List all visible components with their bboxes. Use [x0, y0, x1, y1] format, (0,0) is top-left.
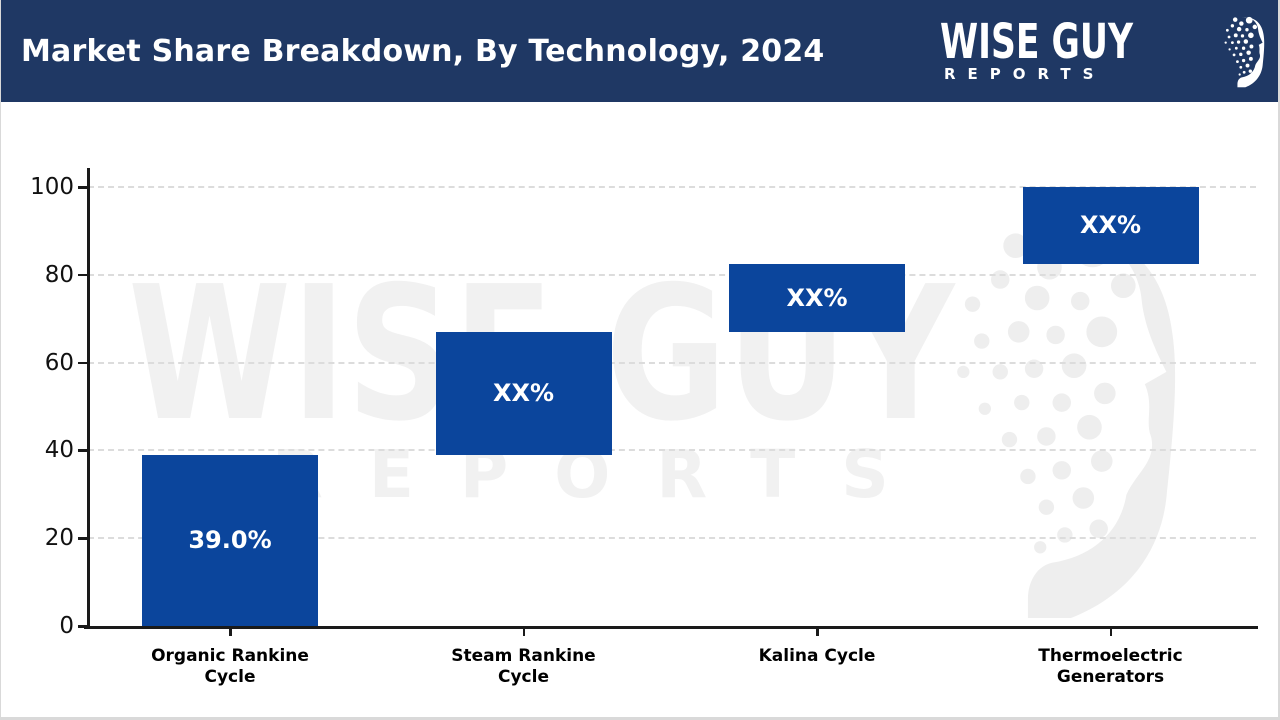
category-label: Steam Rankine Cycle	[394, 646, 654, 688]
y-axis-tick	[78, 625, 88, 628]
bar-segment: XX%	[435, 331, 612, 455]
y-axis-tick	[78, 449, 88, 452]
y-axis-tick	[78, 361, 88, 365]
y-axis-tick-label: 100	[30, 174, 74, 200]
bar-segment: 39.0%	[142, 454, 318, 626]
bar-value-label: XX%	[1079, 211, 1142, 240]
category-label-line: Steam Rankine	[451, 646, 596, 666]
y-axis-tick-label: 0	[59, 613, 74, 639]
page-title: Market Share Breakdown, By Technology, 2…	[21, 33, 825, 69]
category-label-line: Generators	[1056, 667, 1165, 687]
y-axis-tick-label: 20	[44, 525, 74, 552]
category-label-line: Cycle	[498, 667, 549, 687]
bar-segment: XX%	[729, 263, 905, 332]
x-axis-tick	[522, 627, 525, 636]
bar-value-label: 39.0%	[188, 526, 272, 555]
gridline	[88, 186, 1256, 188]
x-axis-tick	[816, 627, 819, 636]
y-axis-tick-label: 40	[44, 437, 74, 464]
gridline	[88, 361, 1256, 364]
x-axis-tick	[1109, 627, 1112, 636]
header-bar: Market Share Breakdown, By Technology, 2…	[0, 0, 1280, 102]
category-label-line: Organic Rankine	[151, 646, 309, 666]
x-axis-line	[84, 626, 1258, 629]
logo-subtitle: REPORTS	[943, 64, 1106, 83]
y-axis-tick	[78, 537, 88, 540]
wiseguy-logo: WISE GUY REPORTS	[940, 13, 1280, 89]
y-axis-line	[87, 168, 90, 628]
gridline	[88, 449, 1256, 452]
logo-text: WISE GUY REPORTS	[939, 13, 1208, 83]
y-axis-tick	[78, 273, 88, 277]
gridline	[88, 273, 1256, 276]
y-axis-tick-label: 60	[44, 349, 74, 376]
bar-value-label: XX%	[786, 283, 848, 312]
logo-wordmark: WISE GUY	[939, 13, 1133, 70]
category-label-line: Kalina Cycle	[758, 646, 876, 666]
category-label-line: Thermoelectric	[1038, 646, 1183, 666]
category-label: Thermoelectric Generators	[981, 646, 1241, 688]
bar-value-label: XX%	[492, 379, 555, 408]
bar-segment: XX%	[1022, 187, 1199, 264]
y-axis-tick	[78, 186, 88, 189]
category-label: Kalina Cycle	[687, 646, 947, 667]
logo-dothead-icon	[1210, 13, 1266, 89]
y-axis-tick-label: 80	[44, 261, 74, 288]
category-label: Organic Rankine Cycle	[100, 646, 360, 688]
gridline	[88, 537, 1256, 540]
x-axis-tick	[229, 627, 232, 636]
category-label-line: Cycle	[204, 667, 256, 687]
